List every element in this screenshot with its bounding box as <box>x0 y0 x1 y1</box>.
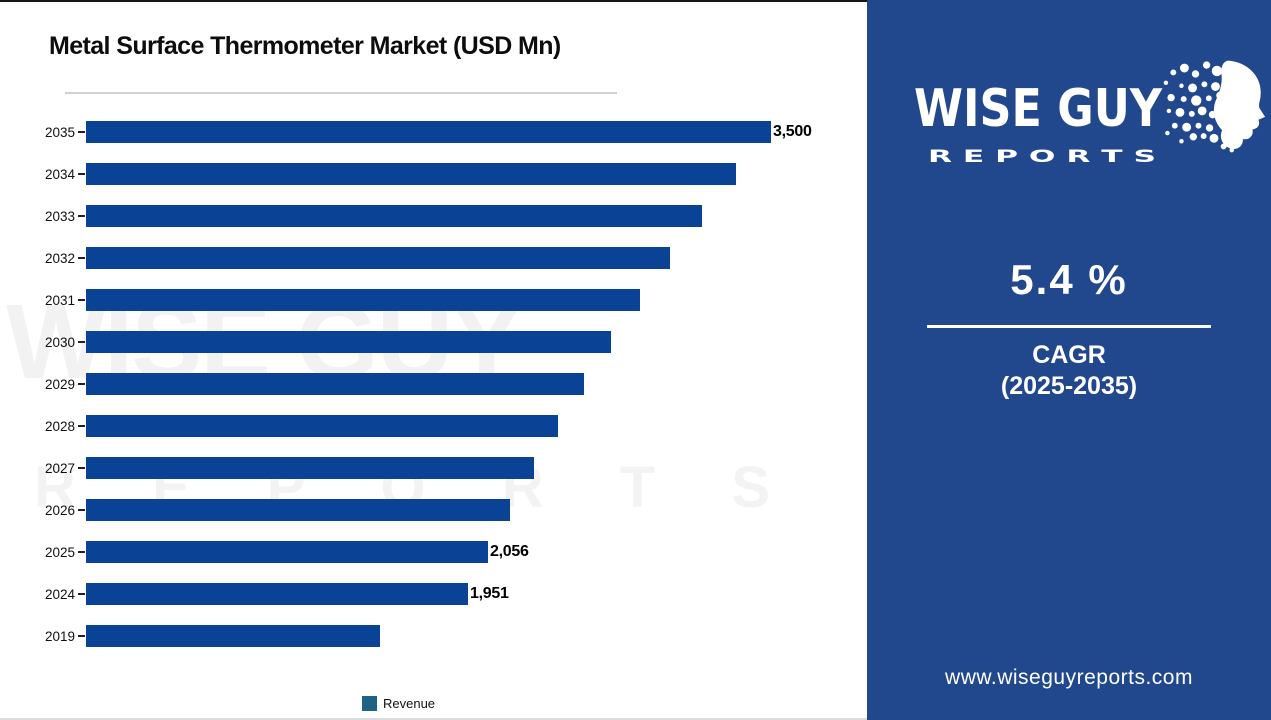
cagr-divider <box>927 325 1211 328</box>
chart-row: 2031 <box>10 279 812 321</box>
revenue-bar <box>86 205 702 227</box>
brand-panel: WISE GUY R E P O R T S 5.4 % CAGR (2025-… <box>867 0 1271 720</box>
y-axis-tick-mark <box>78 173 85 175</box>
bar-value-label: 1,951 <box>470 585 509 602</box>
y-axis-tick-label: 2019 <box>44 628 75 644</box>
wise-guy-reports-logo: WISE GUY R E P O R T S <box>914 60 1266 167</box>
title-divider <box>65 92 617 94</box>
chart-row: 2025 2,056 <box>10 531 812 573</box>
legend-swatch-revenue <box>362 696 377 711</box>
y-axis-tick-label: 2035 <box>44 124 75 140</box>
revenue-bar <box>86 163 736 185</box>
y-axis-tick-label: 2027 <box>44 460 75 476</box>
cagr-label: CAGR (2025-2035) <box>867 340 1271 402</box>
y-axis-tick-mark <box>78 467 85 469</box>
y-axis-tick-mark <box>78 257 85 259</box>
y-axis-tick-label: 2029 <box>44 376 75 392</box>
cagr-value: 5.4 % <box>1010 256 1128 303</box>
revenue-bar <box>86 331 611 353</box>
logo-subtext: R E P O R T S <box>928 147 1156 167</box>
y-axis-tick-label: 2030 <box>44 334 75 350</box>
chart-legend: Revenue <box>362 696 435 711</box>
y-axis-tick-label: 2032 <box>44 250 75 266</box>
y-axis-tick-mark <box>78 299 85 301</box>
chart-row: 2026 <box>10 489 812 531</box>
chart-row: 2034 <box>10 153 812 195</box>
bar-value-label: 3,500 <box>773 123 812 140</box>
y-axis-tick-mark <box>78 635 85 637</box>
y-axis-tick-label: 2028 <box>44 418 75 434</box>
revenue-bar <box>86 247 670 269</box>
y-axis-tick-label: 2031 <box>44 292 75 308</box>
chart-row: 2019 <box>10 615 812 657</box>
chart-row: 2029 <box>10 363 812 405</box>
revenue-bar <box>86 583 468 605</box>
chart-row: 2027 <box>10 447 812 489</box>
website-url: www.wiseguyreports.com <box>945 666 1193 689</box>
chart-row: 2035 3,500 <box>10 111 812 153</box>
revenue-bar <box>86 499 510 521</box>
revenue-bar <box>86 373 584 395</box>
y-axis-tick-label: 2033 <box>44 208 75 224</box>
revenue-bar <box>86 541 488 563</box>
y-axis-tick-mark <box>78 425 85 427</box>
chart-row: 2030 <box>10 321 812 363</box>
cagr-label-line1: CAGR <box>1032 341 1106 369</box>
y-axis-tick-mark <box>78 131 85 133</box>
cagr-label-line2: (2025-2035) <box>1000 372 1138 400</box>
chart-rows: 2035 3,500 2034 2033 2032 <box>10 111 812 657</box>
chart-panel: Metal Surface Thermometer Market (USD Mn… <box>0 0 867 720</box>
revenue-bar <box>86 415 558 437</box>
y-axis-tick-label: 2034 <box>44 166 75 182</box>
revenue-bar <box>86 121 771 143</box>
y-axis-tick-mark <box>78 593 85 595</box>
y-axis-tick-label: 2026 <box>44 502 75 518</box>
chart-title: Metal Surface Thermometer Market (USD Mn… <box>49 32 561 60</box>
chart-row: 2024 1,951 <box>10 573 812 615</box>
y-axis-tick-mark <box>78 383 85 385</box>
revenue-bar <box>86 289 640 311</box>
logo-head-icon <box>1163 60 1266 153</box>
revenue-bar <box>86 457 534 479</box>
chart-row: 2033 <box>10 195 812 237</box>
y-axis-tick-mark <box>78 551 85 553</box>
y-axis-tick-mark <box>78 215 85 217</box>
y-axis-tick-label: 2024 <box>44 586 75 602</box>
bar-value-label: 2,056 <box>490 543 529 560</box>
logo-wordmark: WISE GUY <box>914 79 1163 139</box>
y-axis-tick-mark <box>78 509 85 511</box>
chart-row: 2032 <box>10 237 812 279</box>
chart-row: 2028 <box>10 405 812 447</box>
y-axis-tick-label: 2025 <box>44 544 75 560</box>
legend-label-revenue: Revenue <box>383 696 436 711</box>
y-axis-tick-mark <box>78 341 85 343</box>
revenue-bar <box>86 625 380 647</box>
